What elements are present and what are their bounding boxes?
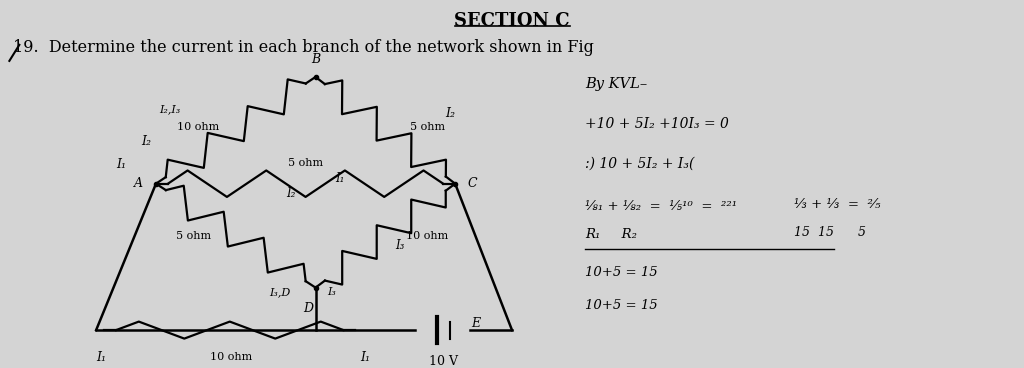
Text: C: C: [467, 177, 477, 190]
Text: 10+5 = 15: 10+5 = 15: [585, 266, 657, 279]
Text: 10 ohm: 10 ohm: [177, 121, 219, 131]
Text: I₁: I₁: [116, 158, 126, 171]
Text: :) 10 + 5I₂ + I₃(: :) 10 + 5I₂ + I₃(: [585, 156, 694, 170]
Text: I₂: I₂: [445, 107, 456, 120]
Text: 5 ohm: 5 ohm: [288, 158, 324, 168]
Text: I₁: I₁: [96, 351, 106, 364]
Text: E: E: [471, 317, 480, 330]
Text: SECTION C: SECTION C: [455, 12, 569, 30]
Text: By KVL–: By KVL–: [585, 77, 647, 91]
Text: I₁: I₁: [336, 173, 345, 185]
Text: B: B: [311, 53, 321, 66]
Text: ⅛₁ + ⅛₂  =  ⅕¹⁰  =  ²²¹: ⅛₁ + ⅛₂ = ⅕¹⁰ = ²²¹: [585, 200, 737, 213]
Text: I₂: I₂: [287, 187, 296, 199]
Text: 19.  Determine the current in each branch of the network shown in Fig: 19. Determine the current in each branch…: [13, 39, 594, 56]
Text: 10 ohm: 10 ohm: [407, 231, 449, 241]
Text: I₂: I₂: [141, 135, 151, 148]
Text: 10 V: 10 V: [429, 355, 458, 368]
Text: 15  15      5: 15 15 5: [795, 226, 866, 239]
Text: ⅓ + ⅓  =  ²⁄₅: ⅓ + ⅓ = ²⁄₅: [795, 198, 881, 211]
Text: I₃,D: I₃,D: [269, 287, 291, 297]
Text: 5 ohm: 5 ohm: [176, 231, 211, 241]
Text: I₃: I₃: [395, 238, 404, 252]
Text: 5 ohm: 5 ohm: [410, 121, 444, 131]
Text: I₃: I₃: [328, 287, 336, 297]
Text: I₂,I₃: I₂,I₃: [160, 105, 181, 114]
Text: D: D: [303, 302, 313, 315]
Text: A: A: [134, 177, 143, 190]
Text: 10+5 = 15: 10+5 = 15: [585, 299, 657, 312]
Text: I₁: I₁: [360, 351, 371, 364]
Text: +10 + 5I₂ +10I₃ = 0: +10 + 5I₂ +10I₃ = 0: [585, 117, 729, 131]
Text: R₁     R₂: R₁ R₂: [585, 228, 637, 241]
Text: 10 ohm: 10 ohm: [210, 352, 252, 362]
